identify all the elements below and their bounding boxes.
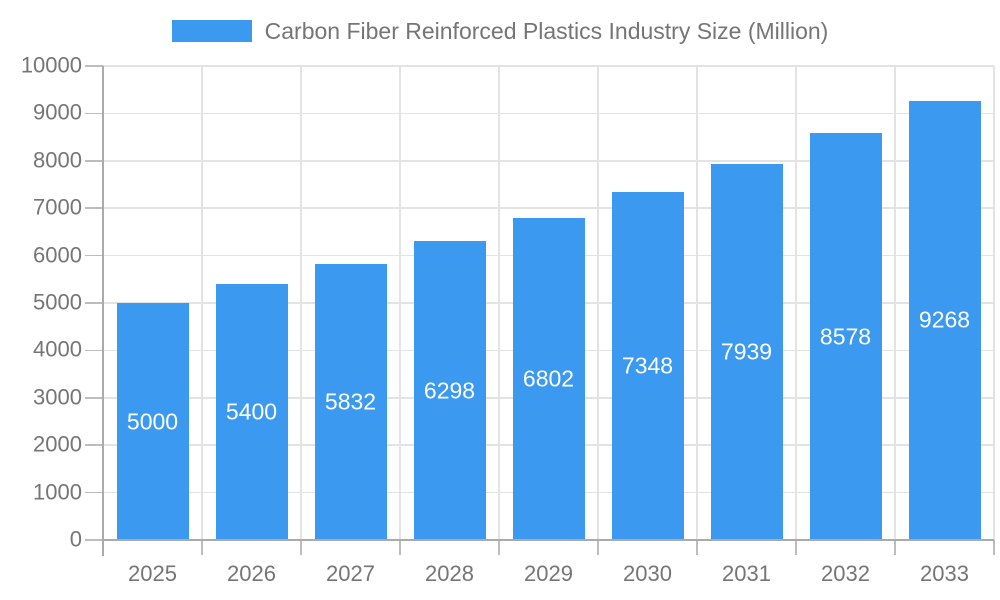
y-tick-mark [85,112,103,115]
bar-value-label: 5000 [126,408,179,434]
v-gridline [993,66,995,540]
x-tick-mark [894,540,896,555]
bar [512,217,585,540]
bar [809,133,882,540]
y-tick-label: 4000 [33,336,82,362]
bar-value-label: 5832 [324,388,377,415]
y-tick-label: 7000 [33,194,82,220]
v-gridline [498,66,500,540]
x-tick-mark [201,540,203,555]
bar-value-label: 8578 [819,323,872,350]
bar [908,100,981,540]
y-tick-mark [85,491,103,494]
x-tick-mark [399,540,401,555]
y-tick-mark [85,444,103,446]
y-tick-mark [85,254,103,257]
x-tick-label: 2026 [227,561,276,586]
x-tick-label: 2030 [623,561,672,586]
v-gridline [597,66,599,540]
h-gridline [103,112,994,115]
y-tick-label: 1000 [33,479,82,505]
y-tick-mark [85,65,103,67]
bar-value-label: 7348 [621,352,674,379]
x-tick-label: 2033 [920,561,969,586]
x-tick-mark [597,540,599,555]
y-tick-label: 0 [69,526,82,552]
x-tick-mark [993,540,995,555]
x-axis-line [103,539,994,541]
h-gridline [103,207,994,209]
bar-value-label: 6298 [423,377,476,404]
y-tick-mark [85,349,103,352]
h-gridline [103,160,994,162]
x-tick-label: 2031 [722,561,771,586]
v-gridline [399,66,401,540]
x-tick-mark [498,540,500,555]
bar [413,241,486,540]
y-tick-mark [85,302,103,304]
x-tick-label: 2028 [425,561,474,586]
v-gridline [696,66,698,540]
y-tick-mark [85,207,103,209]
x-tick-label: 2025 [128,561,177,586]
v-gridline [795,66,797,540]
y-tick-mark [85,397,103,399]
x-tick-mark [696,540,698,555]
y-tick-label: 5000 [33,289,82,315]
y-tick-mark [85,160,103,162]
v-gridline [894,66,896,540]
bar [611,191,684,540]
legend-label: Carbon Fiber Reinforced Plastics Industr… [264,18,829,44]
bar [215,284,288,540]
x-tick-label: 2027 [326,561,375,586]
x-tick-mark [795,540,797,555]
legend-swatch [171,20,252,42]
bar-value-label: 6802 [522,365,575,392]
y-tick-label: 6000 [33,242,82,268]
x-tick-label: 2032 [821,561,870,586]
bar [314,263,387,540]
y-tick-mark [85,539,103,541]
bar-value-label: 9268 [918,306,971,333]
y-tick-label: 9000 [33,99,82,125]
bar [710,163,783,540]
v-gridline [300,66,302,540]
bar [116,303,189,540]
y-axis-line [102,66,104,556]
bar-value-label: 5400 [225,398,278,425]
y-tick-label: 8000 [33,147,82,173]
y-tick-label: 2000 [33,431,82,457]
chart-legend[interactable]: Carbon Fiber Reinforced Plastics Industr… [0,18,1000,44]
y-tick-label: 3000 [33,384,82,410]
bar-value-label: 7939 [720,338,773,365]
h-gridline [103,65,994,67]
x-tick-mark [300,540,302,555]
v-gridline [201,66,203,540]
y-tick-label: 10000 [20,52,82,78]
x-tick-label: 2029 [524,561,573,586]
